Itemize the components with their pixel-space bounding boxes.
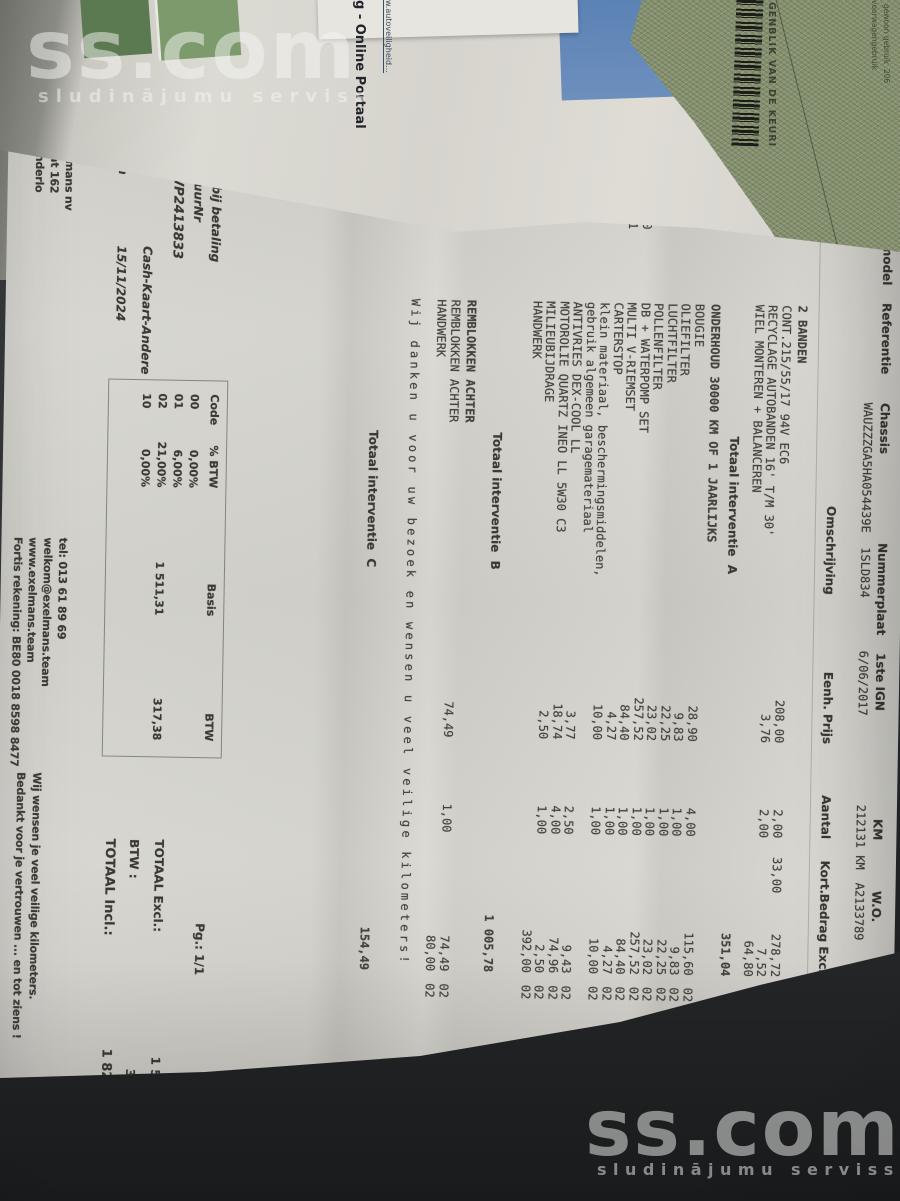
section-total-value: 351,04 bbox=[717, 932, 733, 977]
item-unit-price: 9,83 bbox=[671, 712, 687, 742]
item-vat-code: 02 bbox=[653, 987, 668, 1002]
item-unit-price: 257,52 bbox=[631, 697, 646, 741]
item-quantity: 4,00 bbox=[548, 805, 563, 835]
item-quantity: 1,00 bbox=[669, 807, 685, 837]
item-amount: 80,00 bbox=[423, 934, 439, 972]
item-vat-code: 02 bbox=[740, 988, 755, 1004]
item-unit-price: 208,00 bbox=[772, 699, 787, 744]
watermark-tagline-bottom: sludinājumu serviss bbox=[597, 1160, 900, 1179]
item-vat-code: 02 bbox=[667, 987, 682, 1003]
thanks-message: Wij danken u voor uw bezoek en wensen u … bbox=[397, 298, 423, 967]
header-field-label: W.O. bbox=[868, 890, 884, 923]
section-total-value: 1 005,78 bbox=[481, 914, 497, 973]
item-amount: 4,27 bbox=[599, 945, 615, 975]
item-amount: 64,80 bbox=[740, 940, 756, 977]
item-amount: 278,72 bbox=[767, 933, 783, 978]
section-total-label: Totaal interventie A bbox=[724, 436, 742, 575]
item-unit-price: 28,90 bbox=[685, 705, 700, 742]
footer-text: tel: 013 61 89 69 bbox=[54, 537, 70, 640]
watermark-tagline-top: sludinājumu serviss bbox=[38, 86, 373, 107]
portal-link-text: w.autoveiligheid… bbox=[384, 0, 393, 74]
item-quantity: 1,00 bbox=[588, 806, 604, 836]
item-vat-code: 02 bbox=[518, 984, 533, 1000]
item-quantity: 4,00 bbox=[683, 807, 698, 837]
item-amount: 9,43 bbox=[559, 944, 575, 974]
item-vat-code: 02 bbox=[640, 986, 655, 1002]
item-unit-price: 4,27 bbox=[604, 711, 619, 741]
total-value: 317,38 Eur bbox=[122, 1068, 138, 1143]
portal-text: g - Online Portaal bbox=[352, 0, 367, 129]
item-quantity: 2,50 bbox=[561, 805, 577, 835]
total-label: TOTAAL Incl.: bbox=[100, 838, 118, 936]
item-amount: 115,60 bbox=[680, 932, 696, 976]
vat-percentage: 0,00% bbox=[186, 449, 201, 489]
item-amount: 74,96 bbox=[546, 937, 561, 974]
item-vat-code: 02 bbox=[754, 988, 769, 1004]
item-unit-price: 18,74 bbox=[550, 703, 565, 740]
item-unit-price: 3,77 bbox=[563, 710, 579, 740]
item-amount: 22,25 bbox=[653, 938, 669, 976]
item-amount: 392,00 bbox=[519, 929, 534, 973]
item-amount: 257,52 bbox=[626, 931, 642, 975]
item-quantity: 1,00 bbox=[602, 806, 617, 836]
card-title-text: GENBLIK VAN DE KEURI bbox=[766, 2, 777, 148]
item-quantity: 1,00 bbox=[439, 803, 454, 833]
card-side-text: voorwagengebruik bbox=[870, 0, 879, 70]
item-vat-code: 02 bbox=[680, 987, 695, 1003]
item-vat-code: 02 bbox=[626, 986, 641, 1002]
item-quantity: 1,00 bbox=[656, 807, 671, 837]
item-amount: 9,83 bbox=[667, 946, 682, 976]
column-bedrag-excl: Bedrag Excl. bbox=[815, 893, 832, 979]
item-vat-code: 02 bbox=[586, 985, 601, 1001]
item-amount: 7,52 bbox=[754, 947, 769, 978]
column-btw: BTW bbox=[815, 989, 830, 1021]
watermark-brand-bottom: ss.com bbox=[585, 1084, 900, 1174]
item-unit-price: 10,00 bbox=[590, 703, 606, 741]
item-unit-price: 3,76 bbox=[758, 713, 774, 744]
column-eenh-prijs: Eenh. Prijs bbox=[820, 671, 836, 745]
column-omschrijving: Omschrijving bbox=[822, 506, 839, 595]
watermark-brand-top: ss.com bbox=[26, 3, 358, 98]
item-vat-code: 02 bbox=[423, 983, 438, 998]
total-label: BTW : bbox=[127, 838, 142, 879]
item-quantity: 2,00 bbox=[756, 808, 772, 839]
item-vat-code: 02 bbox=[559, 985, 574, 1001]
card-side-text: gewoon gebruik 206 bbox=[882, 4, 891, 84]
item-vat-code: 02 bbox=[613, 986, 628, 1002]
item-amount: 2,50 bbox=[532, 944, 548, 974]
item-vat-code: 02 bbox=[545, 985, 560, 1000]
total-value: 1 828,69 Eur bbox=[96, 1048, 114, 1142]
item-vat-code: 02 bbox=[436, 983, 451, 999]
vat-rows: 00 0,00% 01 6,00% 02 21,00% 1 511,31 317,38 10 0,… bbox=[138, 382, 228, 758]
section-total-label: Totaal interventie C bbox=[364, 430, 381, 568]
item-quantity: 1,00 bbox=[629, 806, 644, 836]
item-unit-price: 84,40 bbox=[617, 704, 633, 741]
item-vat-code: 02 bbox=[532, 984, 547, 1000]
item-quantity: 1,00 bbox=[534, 805, 550, 835]
section-total-label: Totaal interventie B bbox=[488, 432, 505, 570]
item-amount: 74,49 bbox=[437, 935, 452, 972]
section-total-value: 154,49 bbox=[357, 926, 372, 971]
barcode bbox=[731, 0, 764, 147]
item-amount: 10,00 bbox=[586, 937, 602, 975]
item-quantity: 1,00 bbox=[615, 806, 631, 836]
item-amount: 84,40 bbox=[613, 938, 629, 975]
item-vat-code: 02 bbox=[599, 986, 614, 1001]
page-number: Pg.: 1/1 bbox=[191, 923, 207, 976]
item-unit-price: 23,02 bbox=[644, 704, 660, 742]
header-field-value: A2133789 bbox=[851, 882, 867, 941]
total-value: 1 511,31 Eur bbox=[146, 1056, 163, 1143]
item-unit-price: 22,25 bbox=[658, 705, 673, 742]
item-vat-code: 02 bbox=[767, 989, 782, 1004]
item-quantity: 1,00 bbox=[642, 806, 658, 837]
total-label: TOTAAL Excl.: bbox=[150, 839, 167, 933]
item-amount: 23,02 bbox=[640, 938, 656, 976]
item-unit-price: 74,49 bbox=[441, 701, 456, 738]
item-unit-price: 2,50 bbox=[536, 710, 552, 740]
